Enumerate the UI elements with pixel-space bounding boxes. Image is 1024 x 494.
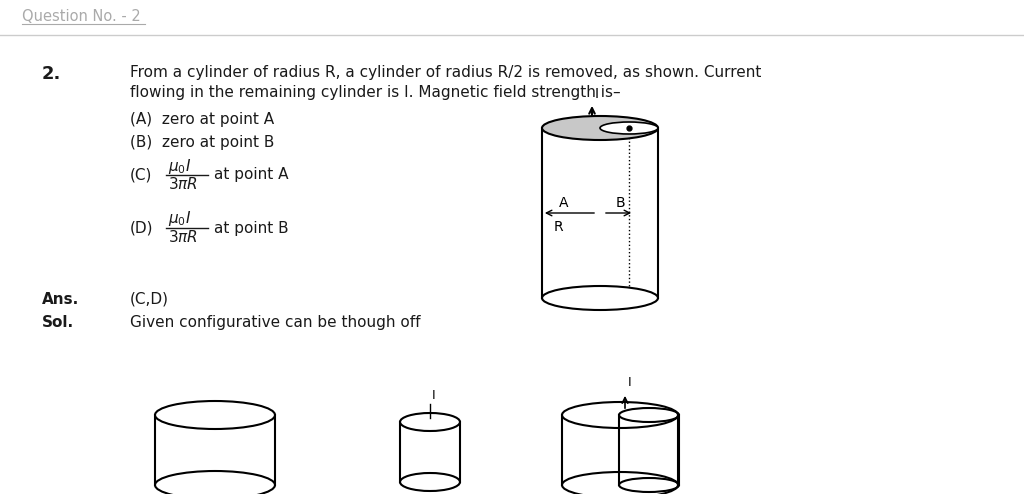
Text: $3\pi R$: $3\pi R$ [168, 176, 198, 192]
Text: I: I [595, 87, 599, 101]
Ellipse shape [542, 116, 658, 140]
Text: (A)  zero at point A: (A) zero at point A [130, 112, 274, 127]
Text: 2.: 2. [42, 65, 61, 83]
Text: Sol.: Sol. [42, 315, 74, 330]
Text: A: A [559, 196, 568, 210]
Text: I: I [628, 376, 632, 389]
Ellipse shape [600, 122, 658, 134]
Text: Question No. - 2: Question No. - 2 [22, 9, 140, 25]
Text: R: R [554, 220, 563, 234]
Text: I: I [432, 389, 435, 402]
Text: (B)  zero at point B: (B) zero at point B [130, 135, 274, 150]
Text: $\mu_0 I$: $\mu_0 I$ [168, 157, 191, 175]
Text: (C,D): (C,D) [130, 292, 169, 307]
Text: $3\pi R$: $3\pi R$ [168, 229, 198, 245]
Text: (C): (C) [130, 167, 153, 182]
Text: Ans.: Ans. [42, 292, 79, 307]
Text: (D): (D) [130, 220, 154, 236]
Text: at point B: at point B [214, 220, 289, 236]
Text: From a cylinder of radius R, a cylinder of radius R/2 is removed, as shown. Curr: From a cylinder of radius R, a cylinder … [130, 65, 762, 80]
Text: at point A: at point A [214, 167, 289, 182]
Text: flowing in the remaining cylinder is I. Magnetic field strength is–: flowing in the remaining cylinder is I. … [130, 85, 621, 100]
Text: $\mu_0 I$: $\mu_0 I$ [168, 209, 191, 229]
Text: Given configurative can be though off: Given configurative can be though off [130, 315, 421, 330]
Text: B: B [615, 196, 625, 210]
